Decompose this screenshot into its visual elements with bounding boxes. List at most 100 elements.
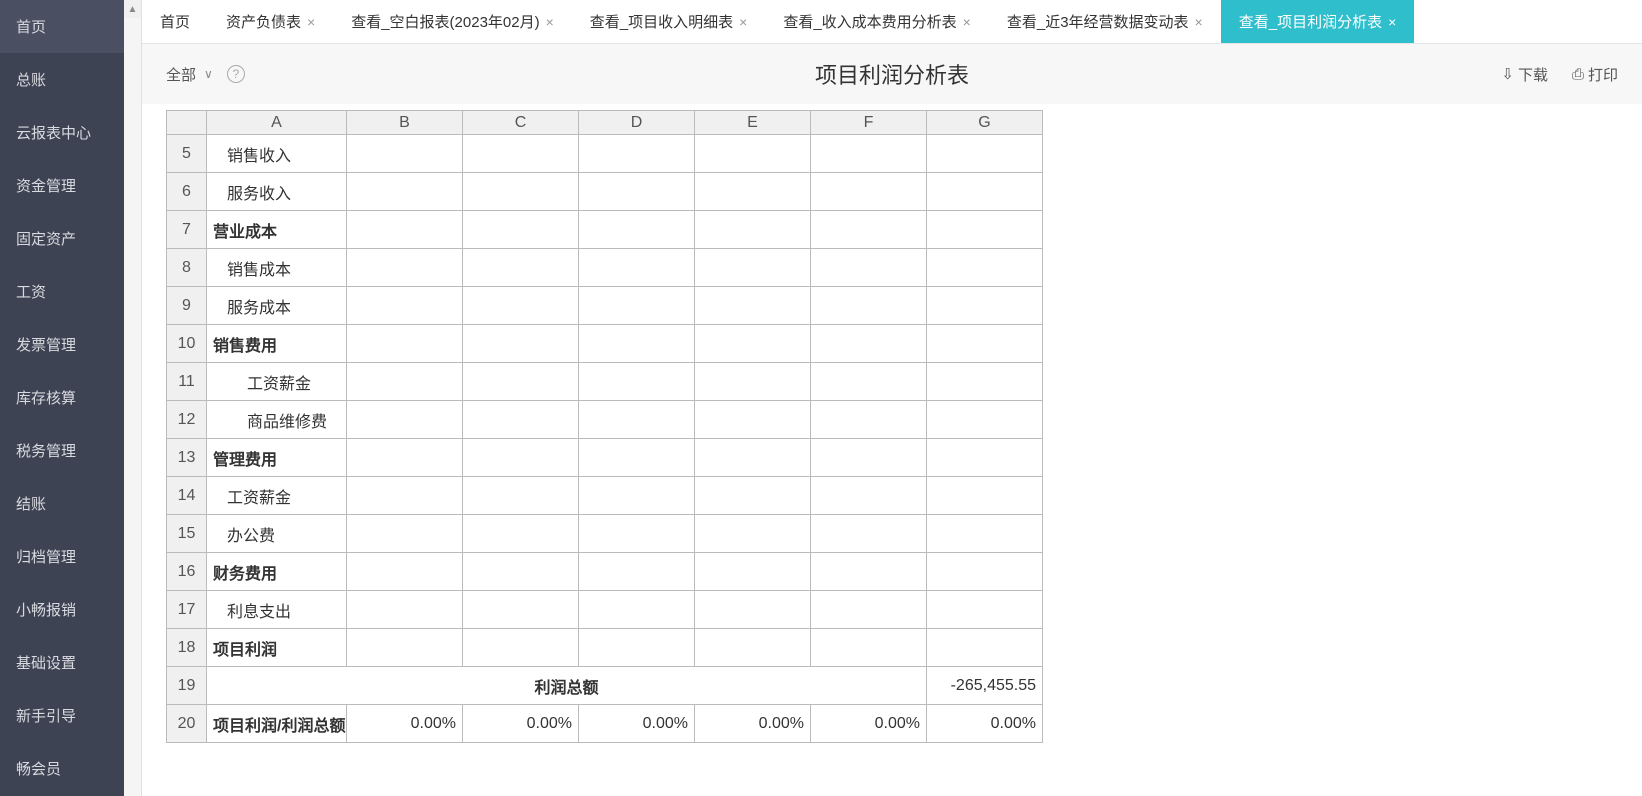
cell[interactable]: [811, 249, 927, 287]
cell[interactable]: [695, 211, 811, 249]
col-header-D[interactable]: D: [579, 111, 695, 135]
tab-3year-data[interactable]: 查看_近3年经营数据变动表 ×: [989, 0, 1221, 43]
cell[interactable]: [811, 515, 927, 553]
cell[interactable]: [463, 325, 579, 363]
cell[interactable]: [695, 249, 811, 287]
cell[interactable]: [347, 477, 463, 515]
cell[interactable]: [695, 173, 811, 211]
cell[interactable]: [927, 325, 1043, 363]
cell[interactable]: [927, 591, 1043, 629]
row-header[interactable]: 19: [167, 667, 207, 705]
row-header[interactable]: 12: [167, 401, 207, 439]
cell[interactable]: 销售费用: [207, 325, 347, 363]
chevron-down-icon[interactable]: ∨: [204, 67, 213, 81]
cell[interactable]: 财务费用: [207, 553, 347, 591]
cell[interactable]: [579, 629, 695, 667]
cell[interactable]: [463, 135, 579, 173]
cell[interactable]: [927, 553, 1043, 591]
cell[interactable]: 利息支出: [207, 591, 347, 629]
cell[interactable]: [347, 591, 463, 629]
cell[interactable]: 项目利润: [207, 629, 347, 667]
cell[interactable]: [695, 629, 811, 667]
sidebar-item-tax[interactable]: 税务管理: [0, 424, 124, 477]
tab-home[interactable]: 首页: [142, 0, 208, 43]
close-icon[interactable]: ×: [307, 14, 315, 30]
cell[interactable]: 营业成本: [207, 211, 347, 249]
sheet-container[interactable]: A B C D E F G 5 销售收入 6 服务收入 7 营业成本: [142, 104, 1642, 796]
row-header[interactable]: 15: [167, 515, 207, 553]
cell[interactable]: [347, 135, 463, 173]
cell[interactable]: 商品维修费: [207, 401, 347, 439]
cell[interactable]: 工资薪金: [207, 477, 347, 515]
cell[interactable]: 项目利润/利润总额: [207, 705, 347, 743]
cell[interactable]: 销售成本: [207, 249, 347, 287]
cell[interactable]: [927, 515, 1043, 553]
cell[interactable]: [579, 173, 695, 211]
cell[interactable]: [347, 553, 463, 591]
sidebar-item-closing[interactable]: 结账: [0, 477, 124, 530]
cell[interactable]: [579, 211, 695, 249]
cell[interactable]: [463, 249, 579, 287]
cell[interactable]: [579, 553, 695, 591]
sidebar-item-inventory[interactable]: 库存核算: [0, 371, 124, 424]
sidebar-item-home[interactable]: 首页: [0, 0, 124, 53]
cell[interactable]: [695, 401, 811, 439]
row-header[interactable]: 10: [167, 325, 207, 363]
cell[interactable]: [347, 629, 463, 667]
col-header-E[interactable]: E: [695, 111, 811, 135]
cell[interactable]: [579, 363, 695, 401]
cell[interactable]: [463, 363, 579, 401]
cell[interactable]: [927, 135, 1043, 173]
cell[interactable]: [927, 439, 1043, 477]
cell[interactable]: [347, 515, 463, 553]
cell[interactable]: [579, 249, 695, 287]
cell[interactable]: [695, 135, 811, 173]
cell[interactable]: [811, 363, 927, 401]
cell[interactable]: [579, 287, 695, 325]
close-icon[interactable]: ×: [546, 14, 554, 30]
cell[interactable]: [579, 477, 695, 515]
cell[interactable]: [347, 363, 463, 401]
row-header[interactable]: 16: [167, 553, 207, 591]
cell[interactable]: 服务成本: [207, 287, 347, 325]
cell[interactable]: 0.00%: [579, 705, 695, 743]
row-header[interactable]: 8: [167, 249, 207, 287]
cell[interactable]: [463, 553, 579, 591]
row-header[interactable]: 14: [167, 477, 207, 515]
cell[interactable]: [811, 325, 927, 363]
row-header[interactable]: 5: [167, 135, 207, 173]
cell[interactable]: [927, 211, 1043, 249]
cell[interactable]: [347, 173, 463, 211]
close-icon[interactable]: ×: [739, 14, 747, 30]
download-button[interactable]: ⇩ 下载: [1501, 64, 1548, 85]
sidebar-item-archive[interactable]: 归档管理: [0, 530, 124, 583]
cell[interactable]: 管理费用: [207, 439, 347, 477]
cell[interactable]: [463, 439, 579, 477]
cell[interactable]: [463, 173, 579, 211]
row-header[interactable]: 9: [167, 287, 207, 325]
cell[interactable]: [811, 629, 927, 667]
row-header[interactable]: 18: [167, 629, 207, 667]
sidebar-item-fixed-assets[interactable]: 固定资产: [0, 212, 124, 265]
select-all-corner[interactable]: [167, 111, 207, 135]
cell[interactable]: [811, 477, 927, 515]
close-icon[interactable]: ×: [1195, 14, 1203, 30]
cell[interactable]: [927, 363, 1043, 401]
tab-balance-sheet[interactable]: 资产负债表 ×: [208, 0, 333, 43]
cell[interactable]: [927, 401, 1043, 439]
cell[interactable]: [347, 249, 463, 287]
cell[interactable]: [695, 591, 811, 629]
cell[interactable]: 办公费: [207, 515, 347, 553]
cell[interactable]: [927, 477, 1043, 515]
cell[interactable]: [811, 553, 927, 591]
cell[interactable]: [463, 591, 579, 629]
sidebar-item-settings[interactable]: 基础设置: [0, 636, 124, 689]
cell[interactable]: [811, 401, 927, 439]
cell[interactable]: [347, 325, 463, 363]
cell[interactable]: 0.00%: [695, 705, 811, 743]
cell[interactable]: [463, 629, 579, 667]
cell[interactable]: [347, 439, 463, 477]
cell[interactable]: [695, 439, 811, 477]
cell[interactable]: [695, 553, 811, 591]
close-icon[interactable]: ×: [963, 14, 971, 30]
